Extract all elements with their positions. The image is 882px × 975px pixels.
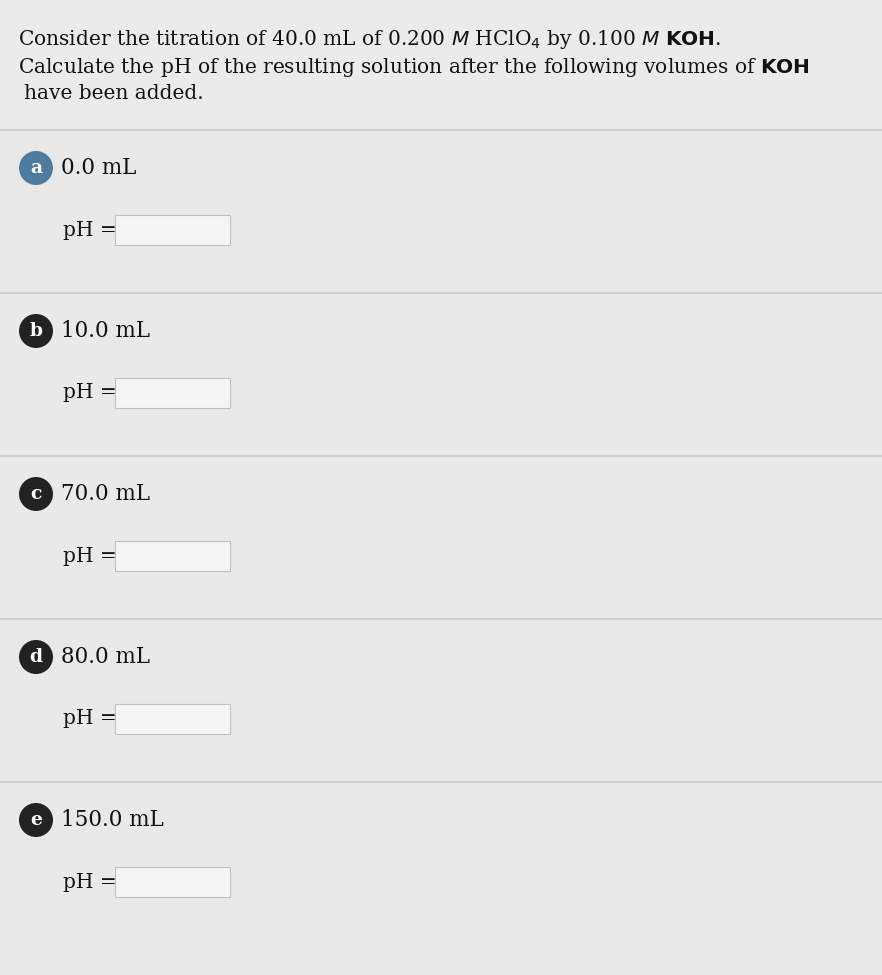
Text: a: a [30,159,42,177]
Text: 70.0 mL: 70.0 mL [61,483,150,505]
Text: b: b [29,322,42,340]
Text: c: c [30,485,41,503]
Text: 0.0 mL: 0.0 mL [61,157,137,179]
FancyBboxPatch shape [0,293,882,456]
FancyBboxPatch shape [115,378,230,408]
FancyBboxPatch shape [115,867,230,897]
Circle shape [19,640,53,674]
Text: pH =: pH = [63,547,116,565]
Circle shape [19,151,53,185]
Text: pH =: pH = [63,220,116,240]
Circle shape [19,477,53,511]
Circle shape [19,314,53,348]
Text: e: e [30,811,42,829]
Text: 10.0 mL: 10.0 mL [61,320,150,342]
Text: pH =: pH = [63,710,116,728]
FancyBboxPatch shape [115,541,230,571]
FancyBboxPatch shape [0,130,882,293]
Text: pH =: pH = [63,873,116,891]
Text: d: d [29,648,42,666]
Text: have been added.: have been added. [24,84,204,103]
FancyBboxPatch shape [0,0,882,130]
FancyBboxPatch shape [0,782,882,945]
Text: Consider the titration of 40.0 mL of 0.200 $\mathit{M}$ HClO$_4$ by 0.100 $\math: Consider the titration of 40.0 mL of 0.2… [18,28,721,51]
Text: 150.0 mL: 150.0 mL [61,809,164,831]
Text: Calculate the pH of the resulting solution after the following volumes of $\math: Calculate the pH of the resulting soluti… [18,56,810,79]
Circle shape [19,803,53,837]
Text: pH =: pH = [63,383,116,403]
FancyBboxPatch shape [115,215,230,245]
FancyBboxPatch shape [0,619,882,782]
FancyBboxPatch shape [0,456,882,619]
FancyBboxPatch shape [115,704,230,734]
Text: 80.0 mL: 80.0 mL [61,646,150,668]
